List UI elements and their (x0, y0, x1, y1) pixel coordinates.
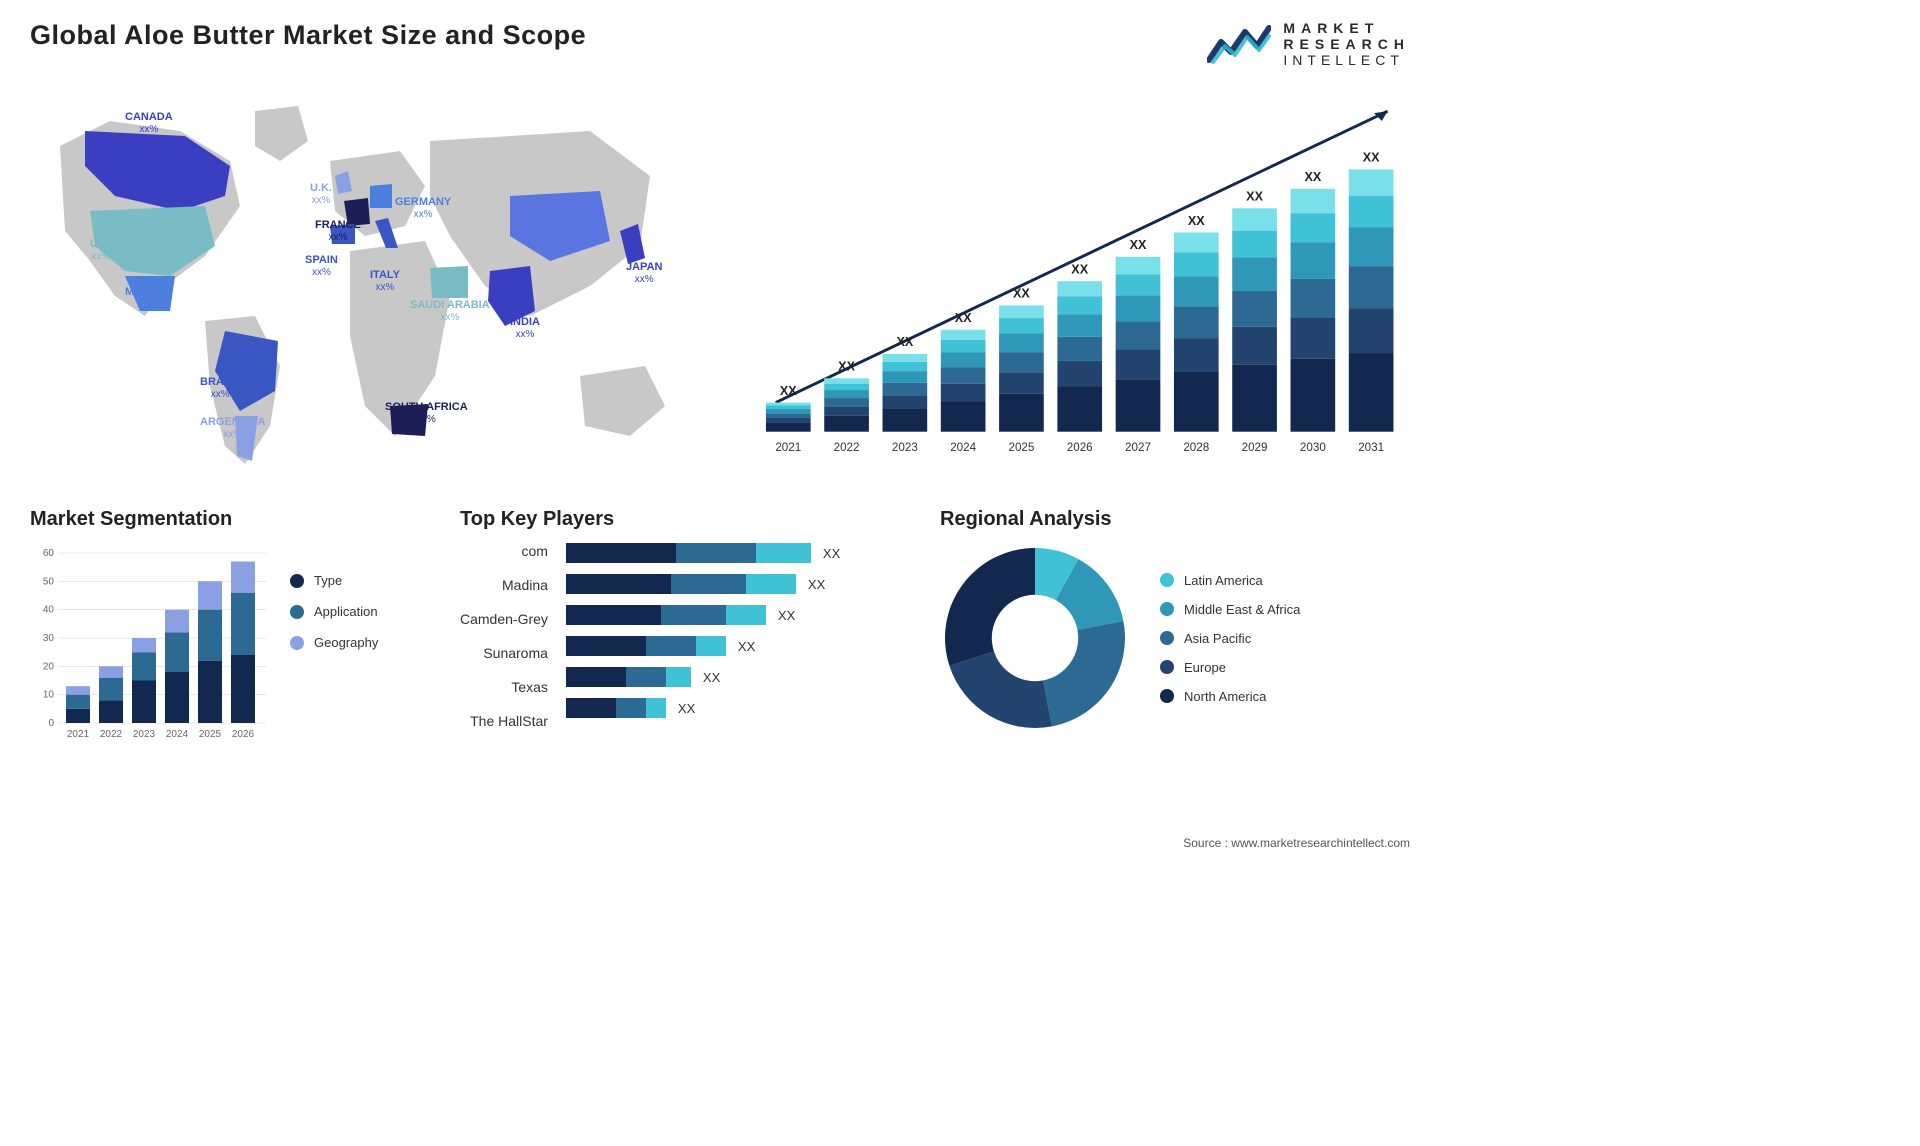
map-label: ITALYxx% (370, 269, 400, 293)
svg-text:XX: XX (1013, 287, 1030, 301)
svg-text:50: 50 (43, 577, 55, 588)
player-name: Camden-Grey (460, 611, 548, 631)
player-name: The HallStar (460, 713, 548, 733)
logo-line1: MARKET (1283, 20, 1410, 36)
svg-text:XX: XX (780, 384, 797, 398)
svg-text:2025: 2025 (1008, 441, 1034, 454)
players-title: Top Key Players (460, 508, 910, 531)
brand-logo: MARKET RESEARCH INTELLECT (1207, 20, 1410, 68)
svg-text:2031: 2031 (1358, 441, 1384, 454)
svg-text:XX: XX (838, 360, 855, 374)
player-bar-row: XX (566, 636, 910, 656)
map-label: CHINAxx% (553, 199, 588, 223)
svg-text:2023: 2023 (892, 441, 918, 454)
svg-text:XX: XX (896, 336, 913, 350)
svg-text:2024: 2024 (166, 729, 189, 740)
map-label: ARGENTINAxx% (200, 416, 265, 440)
svg-text:40: 40 (43, 605, 55, 616)
players-names: com Madina Camden-Grey Sunaroma Texas The Hal… (460, 543, 548, 733)
regional-donut (940, 543, 1130, 733)
legend-item: Application (290, 604, 378, 619)
regional-panel: Regional Analysis Latin America Middle Ea… (940, 508, 1410, 743)
segmentation-chart: 0 10 20 30 40 50 60 2021 2022 2023 2024 2025 2026 (30, 543, 270, 743)
map-label: SPAINxx% (305, 254, 338, 278)
svg-text:XX: XX (1246, 190, 1263, 204)
players-bars: XX XX XX XX XX XX (566, 543, 910, 733)
map-label: SOUTH AFRICAxx% (385, 401, 468, 425)
legend-item: Geography (290, 635, 378, 650)
legend-item: Asia Pacific (1160, 631, 1300, 646)
svg-text:XX: XX (1188, 214, 1205, 228)
growth-bar-chart: XX 2021 XX 2022 XX 2023 XX 2024 XX 2025 XX 2026 XX 20… (730, 86, 1410, 486)
svg-text:30: 30 (43, 633, 55, 644)
svg-text:2025: 2025 (199, 729, 222, 740)
svg-text:XX: XX (955, 311, 972, 325)
svg-text:2026: 2026 (1067, 441, 1093, 454)
legend-item: Latin America (1160, 573, 1300, 588)
world-map: CANADAxx% U.S.xx% MEXICOxx% BRAZILxx% ARGENT… (30, 86, 690, 486)
svg-text:XX: XX (1071, 263, 1088, 277)
svg-text:2030: 2030 (1300, 441, 1326, 454)
segmentation-panel: Market Segmentation 0 10 20 30 40 50 60 2021 202… (30, 508, 430, 743)
svg-text:0: 0 (48, 718, 54, 729)
svg-text:20: 20 (43, 662, 55, 673)
svg-text:2028: 2028 (1183, 441, 1209, 454)
svg-text:2029: 2029 (1242, 441, 1268, 454)
svg-text:XX: XX (1130, 238, 1147, 252)
svg-text:2027: 2027 (1125, 441, 1151, 454)
svg-text:XX: XX (1363, 151, 1380, 165)
page-title: Global Aloe Butter Market Size and Scope (30, 20, 586, 51)
logo-line3: INTELLECT (1283, 52, 1410, 68)
map-label: U.K.xx% (310, 182, 332, 206)
legend-item: North America (1160, 689, 1300, 704)
player-name: Madina (460, 577, 548, 597)
map-label: BRAZILxx% (200, 376, 240, 400)
segmentation-legend: Type Application Geography (290, 543, 378, 743)
map-label: FRANCExx% (315, 219, 361, 243)
player-bar-row: XX (566, 543, 910, 563)
svg-text:2026: 2026 (232, 729, 255, 740)
svg-text:2023: 2023 (133, 729, 156, 740)
svg-text:2021: 2021 (67, 729, 90, 740)
player-name: Sunaroma (460, 645, 548, 665)
legend-item: Middle East & Africa (1160, 602, 1300, 617)
svg-text:2022: 2022 (100, 729, 123, 740)
legend-item: Europe (1160, 660, 1300, 675)
segmentation-title: Market Segmentation (30, 508, 430, 531)
player-bar-row: XX (566, 605, 910, 625)
player-name: Texas (460, 679, 548, 699)
players-panel: Top Key Players com Madina Camden-Grey Suna… (460, 508, 910, 743)
map-label: JAPANxx% (626, 261, 662, 285)
svg-text:60: 60 (43, 548, 55, 559)
map-label: GERMANYxx% (395, 196, 451, 220)
logo-line2: RESEARCH (1283, 36, 1410, 52)
svg-text:XX: XX (1304, 170, 1321, 184)
svg-text:2022: 2022 (834, 441, 860, 454)
map-label: INDIAxx% (510, 316, 540, 340)
player-bar-row: XX (566, 574, 910, 594)
map-label: MEXICOxx% (125, 286, 168, 310)
svg-text:2024: 2024 (950, 441, 976, 454)
map-label: U.S.xx% (90, 238, 111, 262)
legend-item: Type (290, 573, 378, 588)
map-label: SAUDI ARABIAxx% (410, 299, 490, 323)
regional-legend: Latin America Middle East & Africa Asia Pa… (1160, 573, 1300, 704)
player-bar-row: XX (566, 698, 910, 718)
source-attribution: Source : www.marketresearchintellect.com (1183, 836, 1410, 850)
regional-title: Regional Analysis (940, 508, 1410, 531)
map-label: CANADAxx% (125, 111, 173, 135)
player-bar-row: XX (566, 667, 910, 687)
svg-text:2021: 2021 (775, 441, 801, 454)
svg-text:10: 10 (43, 690, 55, 701)
player-name: com (460, 543, 548, 563)
